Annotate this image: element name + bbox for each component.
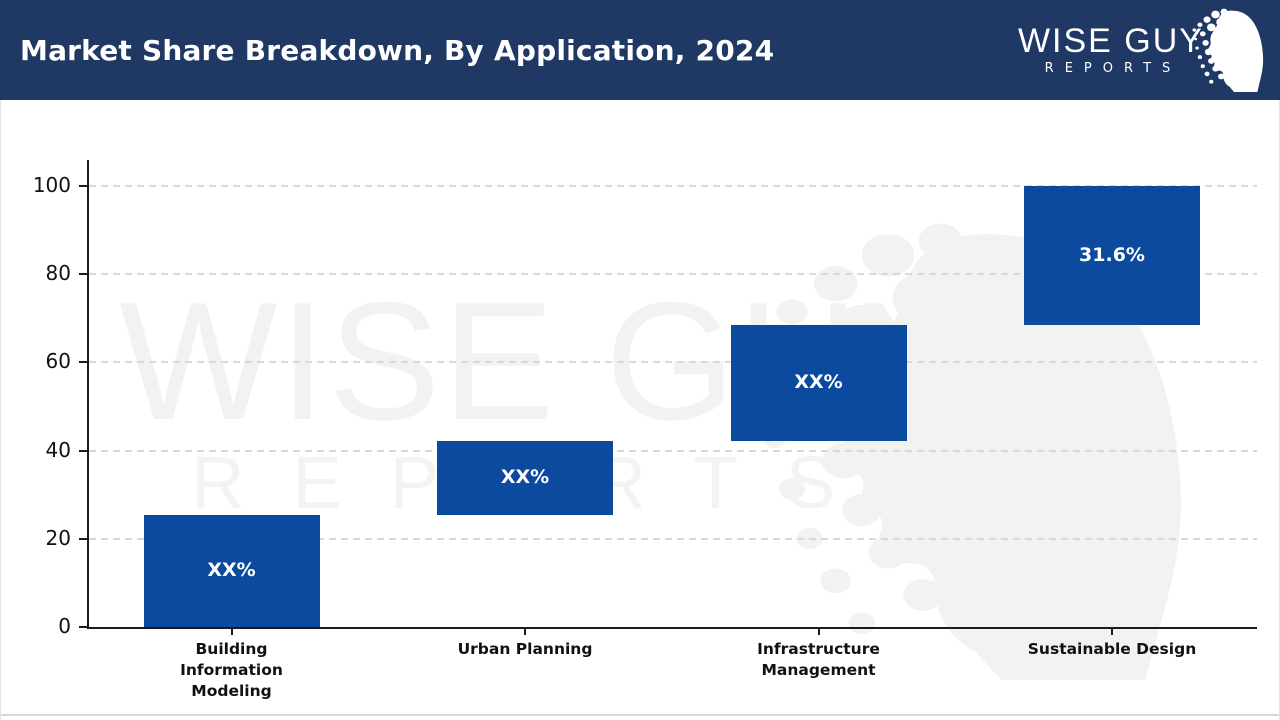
category-label: Infrastructure Management — [757, 640, 880, 679]
y-axis-tick — [79, 361, 87, 364]
x-axis-tick — [230, 628, 233, 635]
x-axis-tick — [817, 628, 820, 635]
gridline-40 — [89, 449, 1257, 452]
gridline-20 — [89, 537, 1257, 540]
bar-value-label: XX% — [207, 558, 256, 581]
waterfall-bar-4 — [1024, 186, 1200, 326]
header-bar: Market Share Breakdown, By Application, … — [0, 0, 1280, 100]
footer-divider — [1, 714, 1279, 716]
gridline-80 — [89, 273, 1257, 276]
bar-value-label: 31.6% — [1079, 243, 1145, 266]
y-axis-tick — [79, 273, 87, 276]
bar-value-label: XX% — [794, 371, 843, 394]
x-axis-tick — [524, 628, 526, 635]
y-axis-tick — [79, 626, 87, 628]
category-label: Building Information Modeling — [180, 640, 283, 700]
y-axis-tick — [79, 185, 87, 187]
logo-subtitle: REPORTS — [1044, 61, 1182, 76]
waterfall-bar-3 — [730, 325, 907, 442]
y-axis-line — [87, 160, 89, 629]
y-axis-tick-label: 60 — [45, 349, 71, 374]
waterfall-bar-2 — [437, 441, 613, 515]
logo-head-icon — [1192, 8, 1264, 92]
x-axis-tick — [1111, 628, 1113, 635]
y-axis-tick-label: 20 — [45, 525, 71, 550]
category-label: Sustainable Design — [1027, 640, 1197, 658]
y-axis-tick-label: 40 — [45, 437, 71, 462]
chart-canvas: WISE GUY REPORTS 020406080100XX%XX%XX%31… — [0, 100, 1280, 720]
page-title: Market Share Breakdown, By Application, … — [20, 33, 775, 67]
y-axis-tick — [79, 449, 87, 452]
category-label: Urban Planning — [457, 640, 593, 658]
bar-value-label: XX% — [500, 466, 550, 489]
x-axis-line — [87, 627, 1257, 629]
y-axis-tick — [79, 537, 87, 540]
y-axis-tick-label: 100 — [32, 173, 71, 197]
logo-wordmark: WISE GUY — [1017, 22, 1204, 60]
y-axis-tick-label: 0 — [58, 614, 71, 638]
wise-guy-reports-logo: WISE GUY REPORTS — [1018, 8, 1280, 92]
gridline-100 — [89, 185, 1257, 187]
waterfall-bar-1 — [143, 514, 320, 627]
gridline-60 — [89, 361, 1257, 364]
y-axis-tick-label: 80 — [45, 261, 71, 286]
logo-text: WISE GUY REPORTS — [1018, 24, 1204, 76]
